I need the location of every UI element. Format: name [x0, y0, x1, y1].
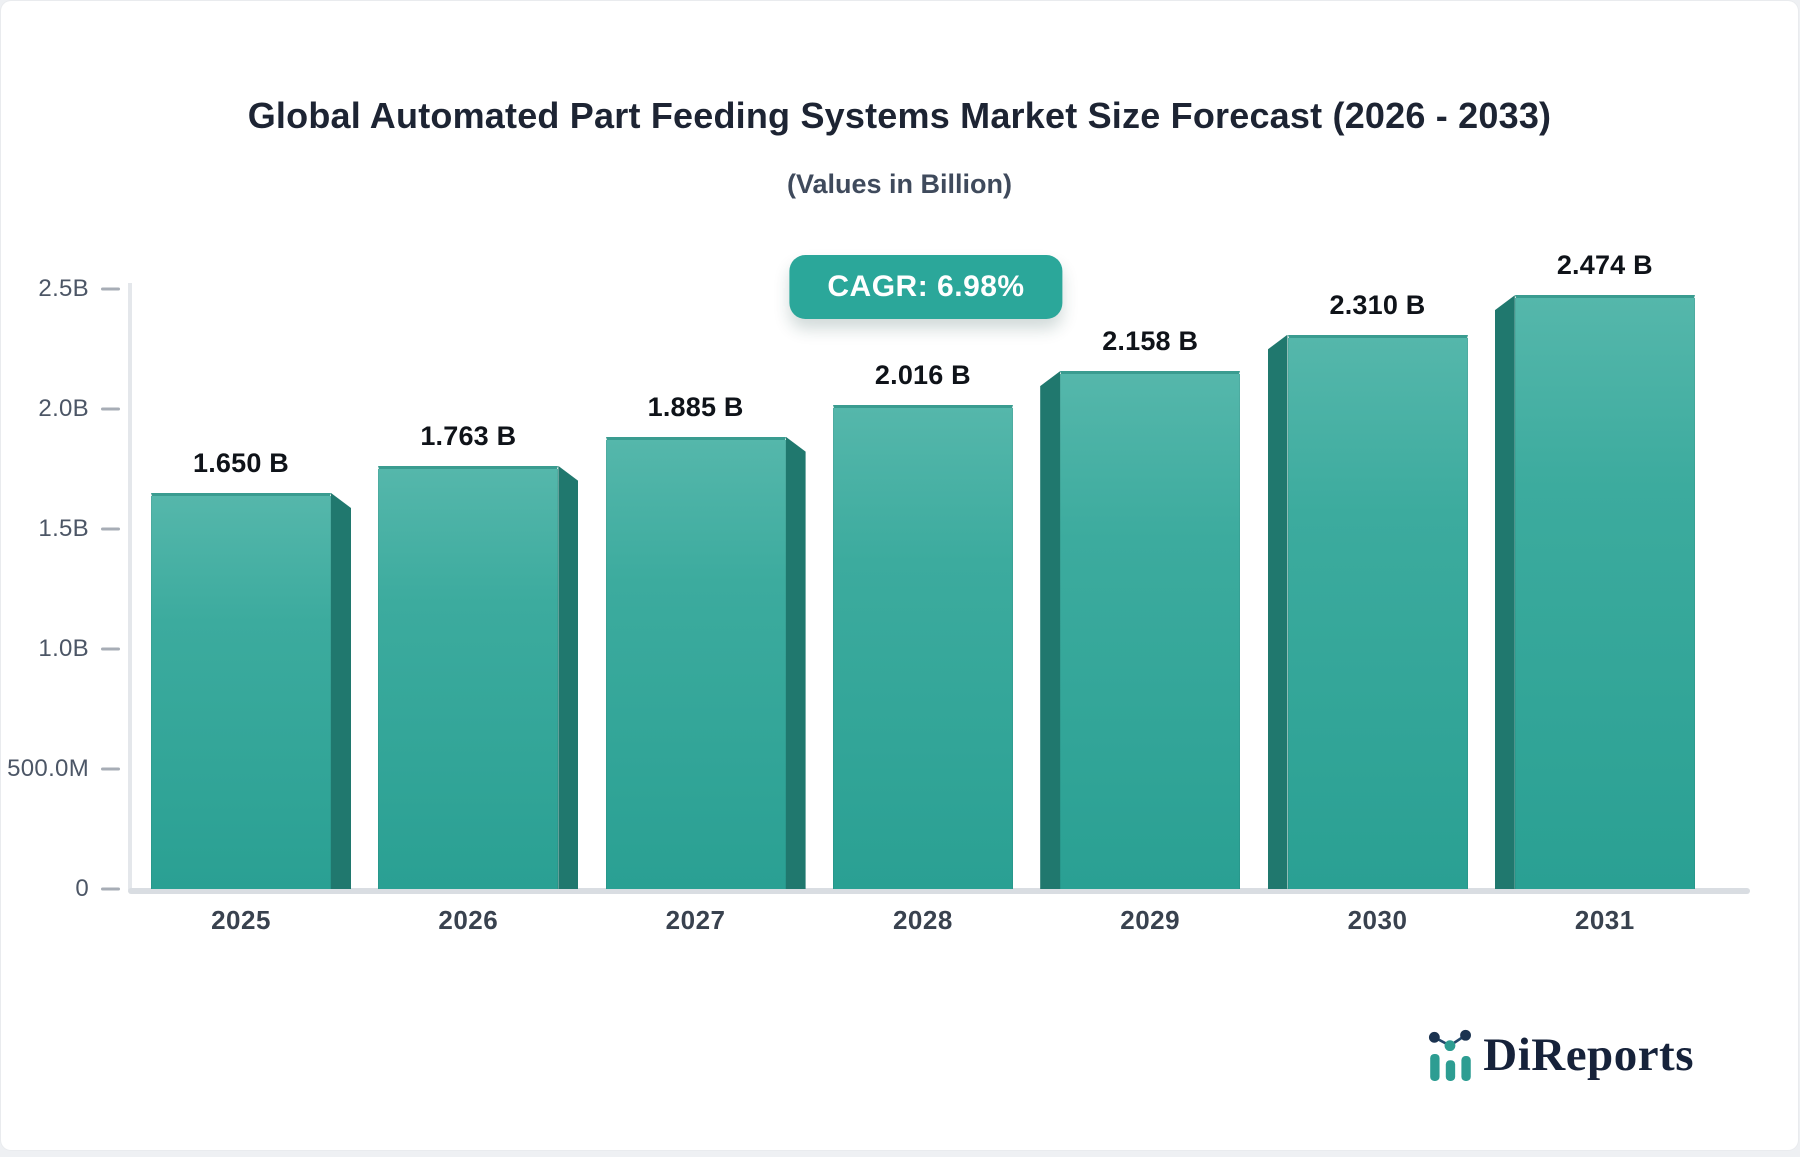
x-axis-label-2027: 2027: [665, 905, 726, 935]
bar-side-2025: [331, 493, 351, 889]
bar-value-label-2029: 2.158 B: [1102, 326, 1199, 357]
bar-2029: [1060, 371, 1241, 889]
bar-value-label-2030: 2.310 B: [1329, 289, 1426, 320]
bar-side-2029: [1040, 371, 1061, 889]
chart-subtitle: (Values in Billion): [786, 169, 1013, 199]
x-axis-label-2029: 2029: [1120, 905, 1181, 935]
y-tick-mark-1: [101, 407, 120, 411]
x-axis-label-2025: 2025: [211, 905, 271, 935]
bar-value-label-2028: 2.016 B: [874, 360, 971, 391]
y-tick-label-3: 1.0B: [38, 635, 89, 662]
y-axis-line: [128, 283, 132, 890]
bar-side-2026: [558, 465, 579, 889]
bar-2026: [378, 465, 559, 889]
brand-name: DiReports: [1483, 1028, 1694, 1081]
chart-title: Global Automated Part Feeding Systems Ma…: [247, 95, 1552, 136]
bar-2028: [832, 405, 1013, 889]
x-axis-label-2030: 2030: [1347, 905, 1408, 935]
x-axis-label-2026: 2026: [438, 905, 499, 935]
bar-value-label-2031: 2.474 B: [1556, 250, 1653, 281]
bar-2031: [1514, 295, 1695, 889]
y-tick-label-5: 0: [75, 875, 89, 902]
y-tick-mark-0: [101, 287, 120, 291]
x-axis-baseline: [128, 888, 1750, 894]
bar-side-2030: [1267, 334, 1288, 889]
y-tick-mark-5: [101, 887, 120, 891]
y-tick-mark-4: [101, 767, 120, 771]
bar-side-2031: [1494, 295, 1515, 889]
bar-2027: [605, 436, 786, 889]
y-tick-mark-2: [101, 527, 120, 531]
direports-logo-icon: [1429, 1029, 1472, 1081]
y-tick-mark-3: [101, 647, 120, 651]
brand-logo: DiReports: [1427, 1029, 1694, 1081]
bar-2030: [1287, 334, 1468, 889]
x-axis-label-2028: 2028: [892, 905, 953, 935]
bar-value-label-2026: 1.763 B: [420, 420, 517, 451]
y-tick-label-4: 500.0M: [7, 755, 89, 782]
cagr-badge: CAGR: 6.98%: [789, 255, 1063, 319]
bar-value-label-2027: 1.885 B: [647, 391, 744, 422]
bar-value-label-2025: 1.650 B: [193, 448, 289, 478]
bar-2025: [151, 493, 331, 889]
y-tick-label-1: 2.0B: [38, 395, 89, 422]
x-axis-label-2031: 2031: [1574, 905, 1635, 935]
bar-side-2027: [785, 436, 806, 889]
y-tick-label-0: 2.5B: [38, 275, 89, 302]
y-tick-label-2: 1.5B: [38, 515, 89, 542]
